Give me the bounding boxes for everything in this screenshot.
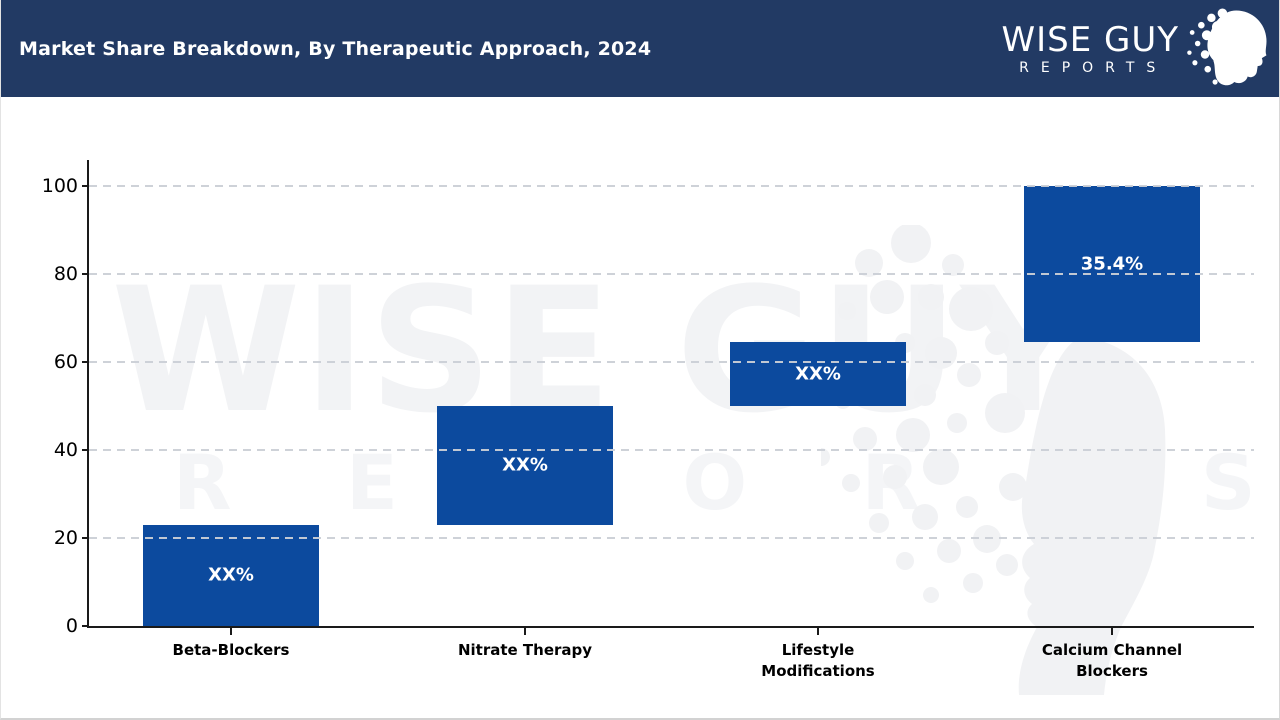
bar-segment	[730, 341, 906, 406]
x-axis-tick	[817, 627, 819, 635]
x-axis-tick	[1111, 627, 1113, 635]
bar-segment	[1024, 186, 1200, 342]
brand-name: WISE GUY	[1001, 19, 1179, 60]
header-bar: Market Share Breakdown, By Therapeutic A…	[1, 0, 1279, 97]
y-axis-tick-label: 20	[53, 527, 78, 549]
gridline	[89, 537, 1254, 539]
x-axis-spine	[87, 626, 1254, 628]
dotted-head-profile-icon	[1187, 7, 1267, 85]
brand-logo-text: WISE GUY REPORTS	[1001, 23, 1179, 75]
gridline	[89, 449, 1254, 451]
y-axis-tick	[82, 361, 89, 363]
x-axis-category-label: Calcium Channel Blockers	[1041, 641, 1183, 680]
gridline	[89, 361, 1254, 363]
y-axis-tick-label: 0	[65, 615, 78, 637]
x-axis-category-label: Lifestyle Modifications	[761, 641, 875, 680]
brand-logo: WISE GUY REPORTS	[1001, 5, 1273, 93]
gridline	[89, 273, 1254, 275]
y-axis-tick	[82, 185, 89, 187]
y-axis-tick-label: 100	[41, 175, 78, 197]
y-axis-tick-label: 80	[53, 263, 78, 285]
y-axis-tick	[82, 449, 89, 451]
brand-subname: REPORTS	[1019, 59, 1168, 76]
chart-title: Market Share Breakdown, By Therapeutic A…	[19, 37, 652, 60]
y-axis-tick	[82, 273, 89, 275]
y-axis-spine	[87, 160, 89, 628]
y-axis-tick	[82, 625, 89, 627]
bar-value-label: XX%	[208, 564, 254, 586]
bar-value-label: 35.4%	[1080, 253, 1144, 275]
bar-segment	[437, 406, 613, 525]
bar-value-label: XX%	[795, 363, 841, 385]
bar-segment	[143, 524, 319, 626]
x-axis-category-label: Beta-Blockers	[172, 641, 290, 659]
x-axis-tick	[524, 627, 526, 635]
y-axis-tick-label: 40	[53, 439, 78, 461]
gridline	[89, 185, 1254, 187]
x-axis-tick	[230, 627, 232, 635]
x-axis-category-label: Nitrate Therapy	[457, 641, 593, 659]
bar-value-label: XX%	[502, 454, 548, 476]
plot-area: WISE GUY R E P O R T S 0 20 40 60 80 100 XX% Be…	[1, 97, 1279, 718]
y-axis-tick-label: 60	[53, 351, 78, 373]
y-axis-tick	[82, 537, 89, 539]
